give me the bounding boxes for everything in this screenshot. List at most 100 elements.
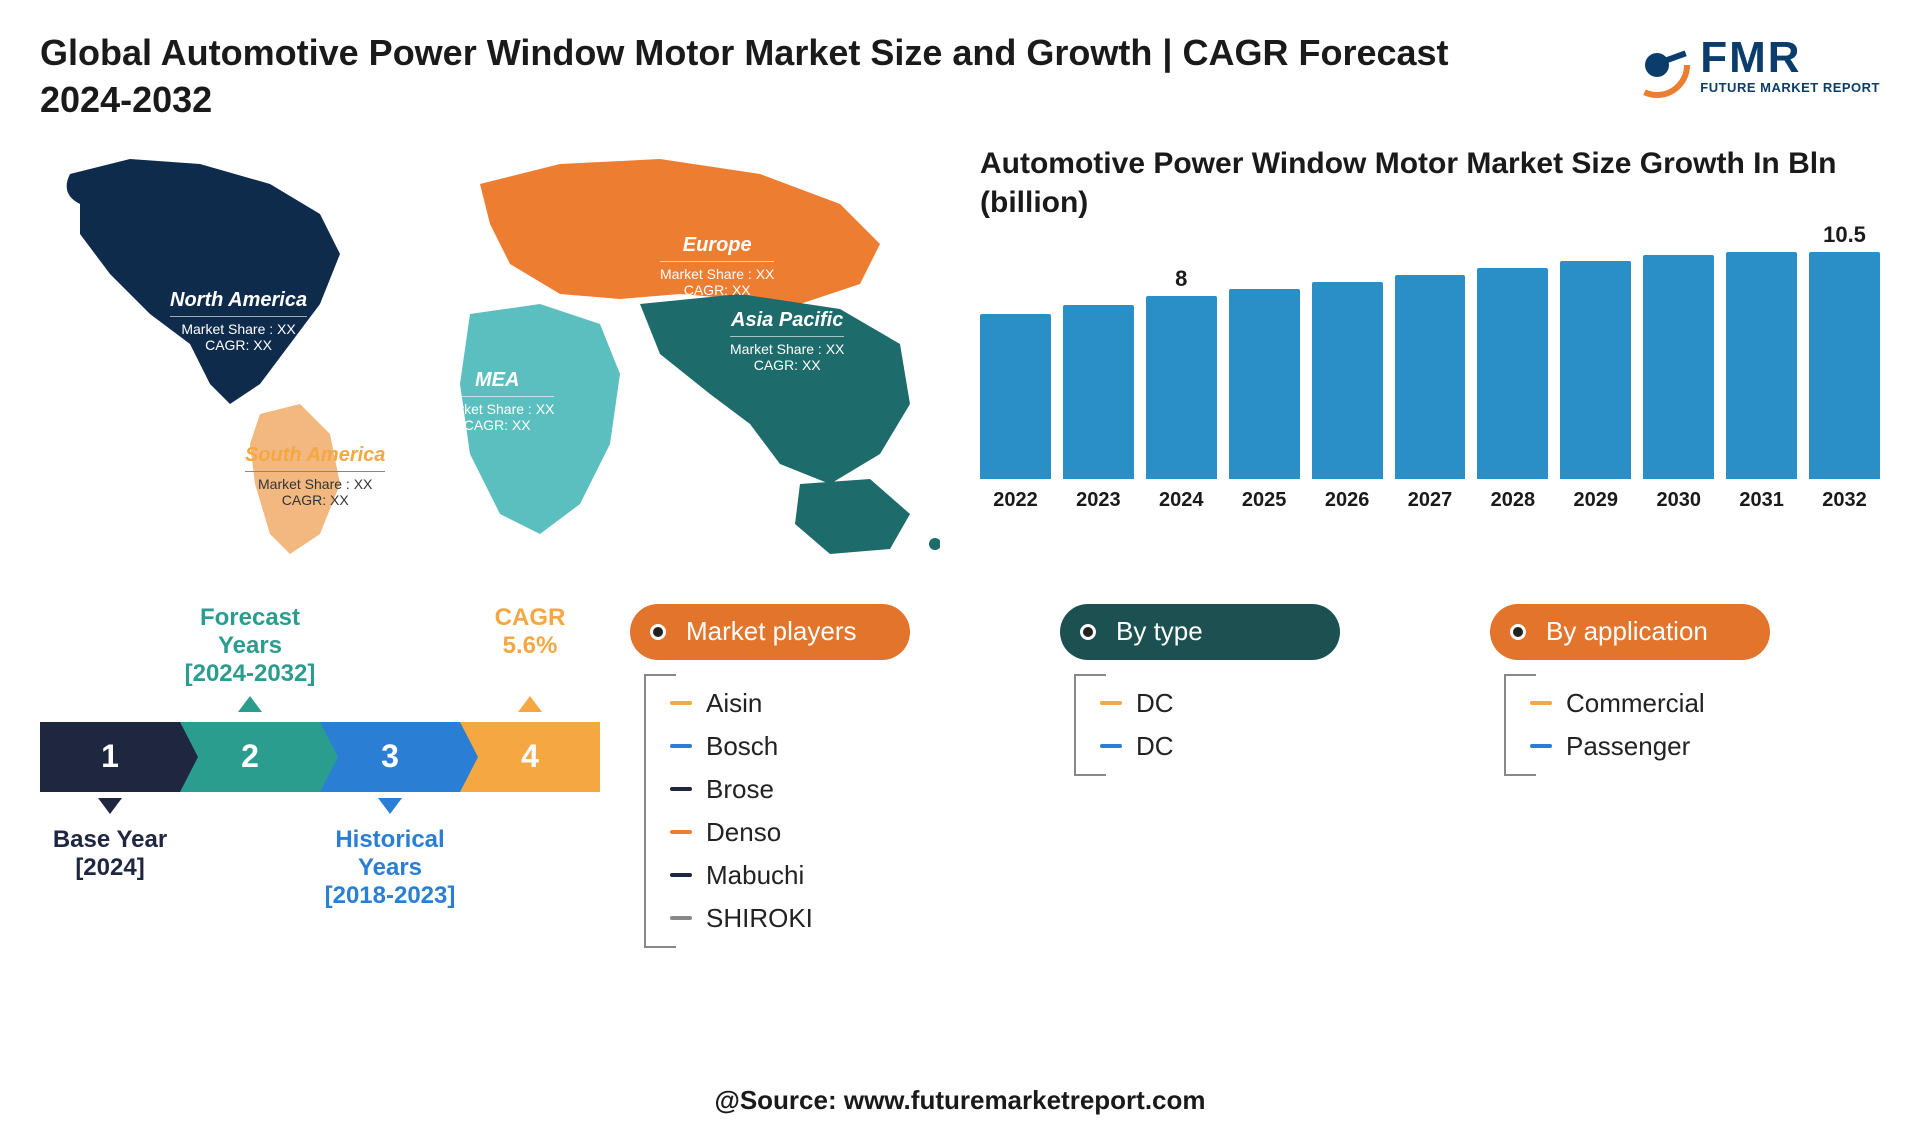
chart-bar <box>1726 252 1797 479</box>
pill-list: Commercial Passenger <box>1504 674 1880 776</box>
bullet-icon <box>670 873 692 877</box>
region-label-na: North AmericaMarket Share : XXCAGR: XX <box>170 289 307 353</box>
list-item-text: Denso <box>706 817 781 848</box>
list-item: Commercial <box>1506 682 1880 725</box>
list-item-text: Passenger <box>1566 731 1690 762</box>
timeline-segment: 2 <box>180 722 320 792</box>
timeline-bar: 1234 <box>40 722 600 792</box>
bar-wrap: 8 2024 <box>1146 252 1217 512</box>
list-item-text: DC <box>1136 688 1174 719</box>
logo: FMR FUTURE MARKET REPORT <box>1622 30 1880 100</box>
chart-bar <box>1395 275 1466 478</box>
bullet-icon <box>1530 744 1552 748</box>
map-region-na <box>67 159 340 404</box>
arrow-up-icon <box>238 696 262 712</box>
list-item-text: Bosch <box>706 731 778 762</box>
chart-bar <box>1229 289 1300 479</box>
bar-x-label: 2022 <box>993 489 1038 512</box>
pill-dot-icon <box>1080 624 1096 640</box>
bar-wrap: 2023 <box>1063 252 1134 512</box>
pill-list: DC DC <box>1074 674 1450 776</box>
timeline-label: Base Year[2024] <box>40 826 180 882</box>
chart-bar <box>980 314 1051 479</box>
timeline-segment: 4 <box>460 722 600 792</box>
page-title: Global Automotive Power Window Motor Mar… <box>40 30 1540 124</box>
list-item: Brose <box>646 768 1020 811</box>
chart-bar <box>1560 261 1631 478</box>
chart-bar: 10.5 <box>1809 252 1880 479</box>
chart-title: Automotive Power Window Motor Market Siz… <box>980 144 1880 222</box>
arrow-down-icon <box>98 798 122 814</box>
pill-header: Market players <box>630 604 910 660</box>
bar-value-label: 8 <box>1175 266 1187 292</box>
arrow-down-icon <box>378 798 402 814</box>
timeline-label: CAGR5.6% <box>460 604 600 660</box>
bar-wrap: 2026 <box>1312 252 1383 512</box>
bar-wrap: 2022 <box>980 252 1051 512</box>
list-item-text: Aisin <box>706 688 762 719</box>
map-region-ap-nz <box>929 538 940 550</box>
bar-wrap: 2028 <box>1477 252 1548 512</box>
pill-section: By type DC DC <box>1060 604 1450 948</box>
timeline-segment: 3 <box>320 722 460 792</box>
timeline-label: Forecast Years[2024-2032] <box>180 604 320 688</box>
pill-title: Market players <box>686 616 857 647</box>
bar-chart-section: Automotive Power Window Motor Market Siz… <box>980 144 1880 564</box>
bar-chart: 2022202382024202520262027202820292030203… <box>980 252 1880 512</box>
pill-dot-icon <box>1510 624 1526 640</box>
bar-x-label: 2024 <box>1159 489 1204 512</box>
list-item: DC <box>1076 725 1450 768</box>
bar-x-label: 2032 <box>1822 489 1867 512</box>
chart-bar <box>1063 305 1134 479</box>
chart-bar <box>1312 282 1383 479</box>
pill-title: By application <box>1546 616 1708 647</box>
bullet-icon <box>1530 701 1552 705</box>
list-item: SHIROKI <box>646 897 1020 940</box>
region-label-eu: EuropeMarket Share : XXCAGR: XX <box>660 234 774 298</box>
bullet-icon <box>670 787 692 791</box>
list-item-text: DC <box>1136 731 1174 762</box>
bar-wrap: 2029 <box>1560 252 1631 512</box>
list-item: Denso <box>646 811 1020 854</box>
list-item-text: Brose <box>706 774 774 805</box>
region-label-ap: Asia PacificMarket Share : XXCAGR: XX <box>730 309 844 373</box>
bullet-icon <box>1100 744 1122 748</box>
bar-x-label: 2030 <box>1656 489 1701 512</box>
pill-section: By application Commercial Passenger <box>1490 604 1880 948</box>
list-item: Bosch <box>646 725 1020 768</box>
bar-x-label: 2029 <box>1574 489 1619 512</box>
bar-wrap: 2031 <box>1726 252 1797 512</box>
bullet-icon <box>670 744 692 748</box>
chart-bar <box>1477 268 1548 478</box>
timeline-segment: 1 <box>40 722 180 792</box>
pill-header: By type <box>1060 604 1340 660</box>
timeline-label: Historical Years[2018-2023] <box>320 826 460 910</box>
bar-x-label: 2027 <box>1408 489 1453 512</box>
world-map: North AmericaMarket Share : XXCAGR: XX So… <box>40 144 940 564</box>
bullet-icon <box>670 916 692 920</box>
list-item: DC <box>1076 682 1450 725</box>
chart-bar: 8 <box>1146 296 1217 479</box>
list-item: Mabuchi <box>646 854 1020 897</box>
region-label-sa: South AmericaMarket Share : XXCAGR: XX <box>245 444 385 508</box>
bar-x-label: 2025 <box>1242 489 1287 512</box>
logo-icon <box>1622 30 1692 100</box>
bar-value-label: 10.5 <box>1823 222 1866 248</box>
bar-x-label: 2031 <box>1739 489 1784 512</box>
bar-wrap: 2027 <box>1395 252 1466 512</box>
bullet-icon <box>670 830 692 834</box>
bar-wrap: 2030 <box>1643 252 1714 512</box>
pill-dot-icon <box>650 624 666 640</box>
bar-wrap: 2025 <box>1229 252 1300 512</box>
timeline-section: Forecast Years[2024-2032] CAGR5.6% 1234 B… <box>40 604 600 948</box>
list-item-text: Commercial <box>1566 688 1705 719</box>
logo-main: FMR <box>1700 36 1880 80</box>
list-item: Passenger <box>1506 725 1880 768</box>
region-label-mea: MEAMarket Share : XXCAGR: XX <box>440 369 554 433</box>
logo-sub: FUTURE MARKET REPORT <box>1700 80 1880 95</box>
list-item-text: SHIROKI <box>706 903 813 934</box>
list-item-text: Mabuchi <box>706 860 804 891</box>
bullet-icon <box>1100 701 1122 705</box>
bar-x-label: 2028 <box>1491 489 1536 512</box>
source-text: @Source: www.futuremarketreport.com <box>714 1085 1205 1116</box>
